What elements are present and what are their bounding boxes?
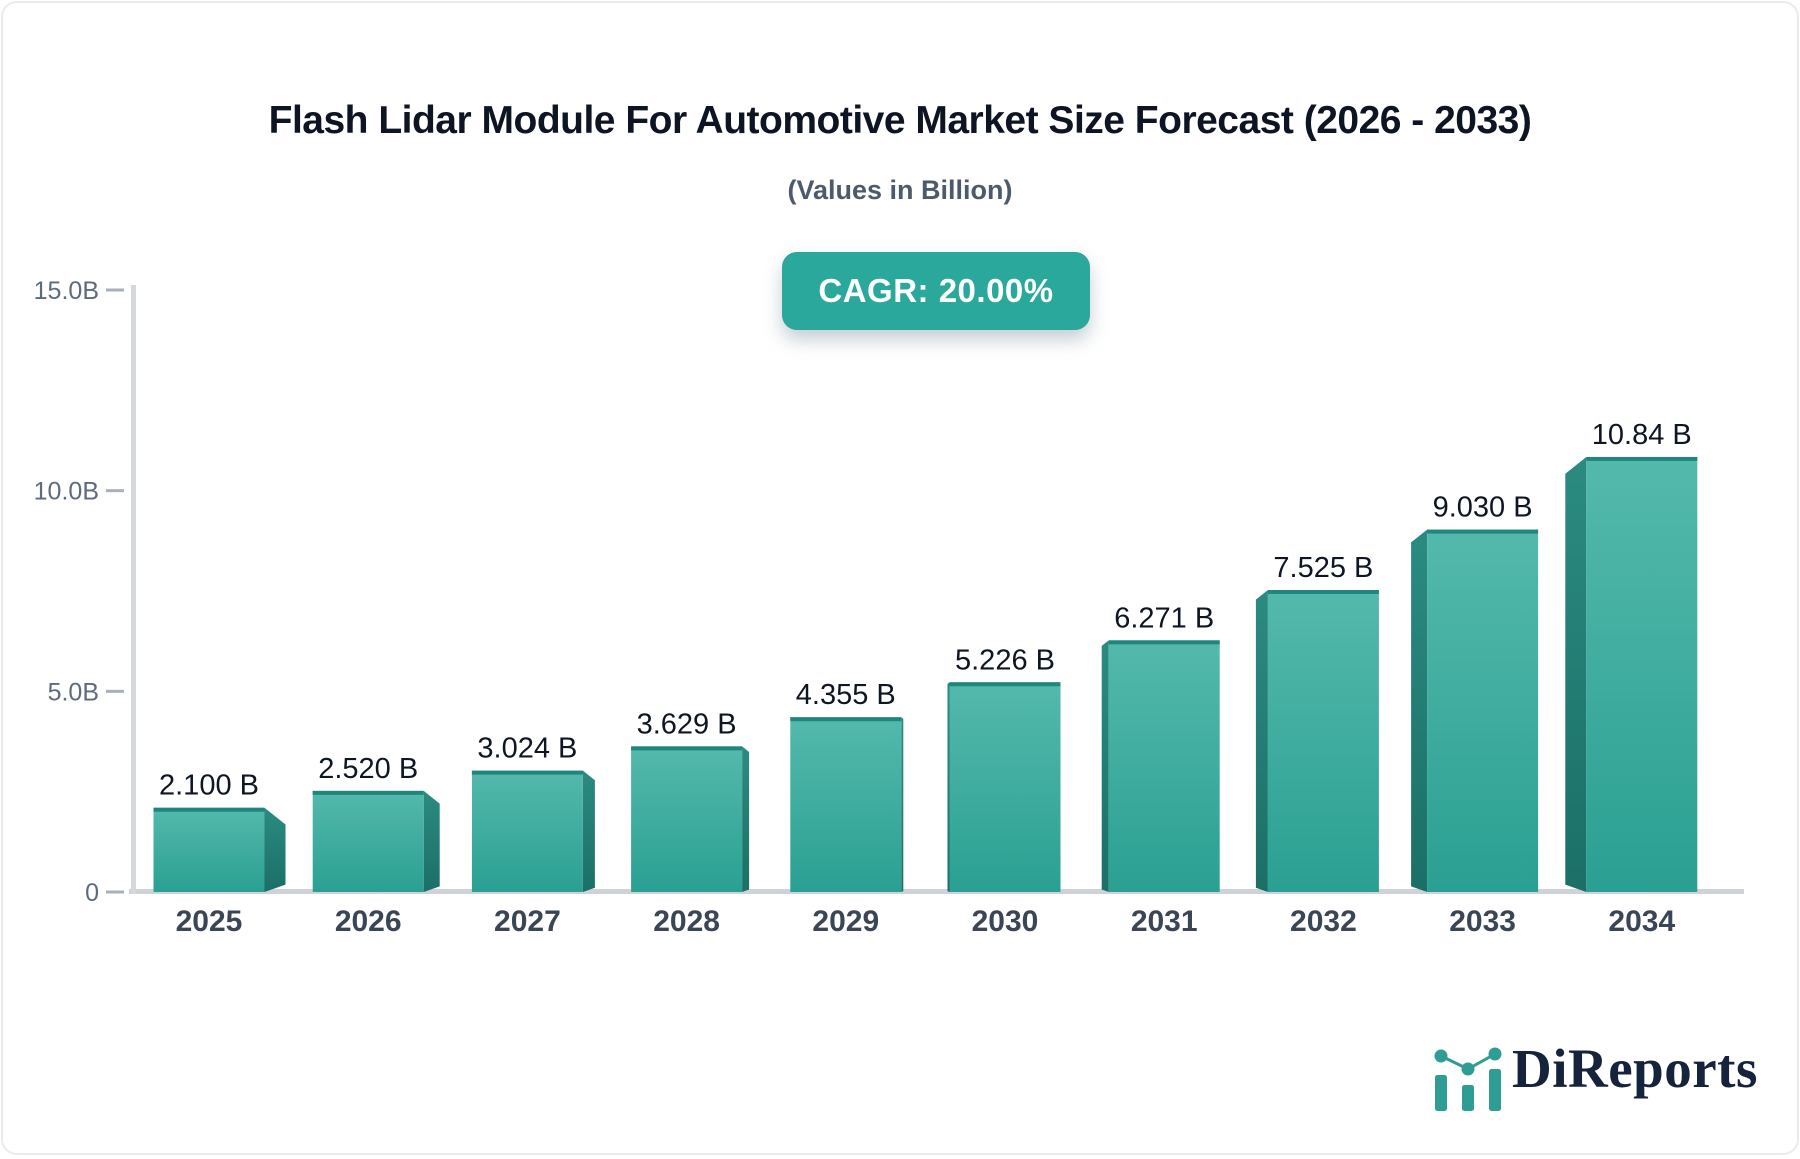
bar-top-edge bbox=[1108, 640, 1220, 645]
bar-group bbox=[1565, 456, 1698, 892]
bar-side-face bbox=[1565, 456, 1587, 892]
bar bbox=[153, 807, 265, 892]
y-tick-label: 10.0B bbox=[34, 478, 99, 506]
bar bbox=[631, 746, 743, 892]
bar bbox=[790, 717, 902, 892]
bar-group bbox=[312, 790, 440, 892]
y-tick-mark bbox=[106, 288, 124, 292]
bar-top-edge bbox=[471, 770, 583, 775]
bar-group bbox=[790, 717, 904, 892]
cagr-badge-label: CAGR: 20.00% bbox=[818, 272, 1054, 309]
y-tick-label: 15.0B bbox=[34, 277, 99, 305]
bar-value-label: 2.100 B bbox=[159, 770, 259, 802]
bar-top-edge bbox=[1586, 456, 1698, 461]
y-tick-label: 0 bbox=[85, 879, 99, 907]
x-tick-label: 2030 bbox=[972, 905, 1039, 938]
cagr-badge: CAGR: 20.00% bbox=[782, 252, 1090, 330]
x-tick-label: 2029 bbox=[812, 905, 879, 938]
logo-text: DiReports bbox=[1512, 1038, 1758, 1099]
bar-value-label: 3.024 B bbox=[477, 733, 577, 765]
bar bbox=[1427, 529, 1539, 892]
y-tick-mark bbox=[106, 689, 124, 693]
bar-top-edge bbox=[153, 807, 265, 812]
bar-series bbox=[153, 456, 1698, 892]
logo-dot bbox=[1434, 1049, 1448, 1063]
bar-side-face bbox=[1411, 529, 1428, 892]
bar bbox=[471, 770, 583, 892]
x-tick-label: 2032 bbox=[1290, 905, 1357, 938]
bar-top-edge bbox=[312, 790, 424, 795]
bar bbox=[949, 682, 1061, 892]
market-size-bar-chart: 0 5.0B 10.0B 15.0B 2.100 B 2025 2.520 B 2026 3.… bbox=[34, 277, 1744, 938]
bar-group bbox=[1255, 589, 1379, 892]
bar-side-face bbox=[264, 807, 286, 892]
bar-group bbox=[153, 807, 286, 892]
bar-side-face bbox=[901, 717, 904, 892]
x-tick-label: 2031 bbox=[1131, 905, 1198, 938]
bar bbox=[312, 790, 424, 892]
bar-group bbox=[1101, 640, 1220, 892]
y-axis-line bbox=[131, 285, 136, 894]
y-tick-label: 5.0B bbox=[48, 678, 99, 706]
y-tick-mark bbox=[106, 489, 124, 493]
logo-dot bbox=[1461, 1062, 1475, 1076]
bar-value-label: 10.84 B bbox=[1592, 419, 1692, 451]
axes: 0 5.0B 10.0B 15.0B bbox=[34, 277, 1744, 907]
x-axis-line bbox=[129, 889, 1744, 894]
bar bbox=[1108, 640, 1220, 892]
x-tick-label: 2027 bbox=[494, 905, 561, 938]
bar-chart-logo-icon bbox=[1434, 1047, 1502, 1111]
bar-group bbox=[631, 746, 750, 892]
bar-side-face bbox=[1255, 589, 1268, 892]
bar-top-edge bbox=[1427, 529, 1539, 534]
direports-logo: DiReports bbox=[1433, 1037, 1758, 1113]
bar-side-face bbox=[582, 770, 595, 892]
chart-subtitle: (Values in Billion) bbox=[787, 175, 1013, 205]
bar-group bbox=[947, 682, 1061, 892]
x-tick-label: 2034 bbox=[1608, 905, 1675, 938]
x-tick-label: 2033 bbox=[1449, 905, 1516, 938]
logo-dot bbox=[1488, 1047, 1502, 1061]
logo-bar bbox=[1489, 1069, 1501, 1111]
x-tick-label: 2026 bbox=[335, 905, 402, 938]
bar-side-face bbox=[742, 746, 750, 892]
logo-bar bbox=[1462, 1085, 1474, 1111]
bar-side-face bbox=[1101, 640, 1109, 892]
bar-side-face bbox=[947, 682, 950, 892]
bar-group bbox=[471, 770, 595, 892]
bar-group bbox=[1411, 529, 1539, 892]
bar-top-edge bbox=[790, 717, 902, 722]
logo-bar bbox=[1435, 1075, 1447, 1111]
bar-top-edge bbox=[949, 682, 1061, 687]
bar-value-label: 3.629 B bbox=[637, 708, 737, 740]
bar bbox=[1586, 456, 1698, 892]
page-title: Flash Lidar Module For Automotive Market… bbox=[268, 99, 1532, 142]
bar-value-label: 4.355 B bbox=[796, 679, 896, 711]
chart-labels: 2.100 B 2025 2.520 B 2026 3.024 B 2027 3.629 B… bbox=[159, 419, 1692, 938]
bar-value-label: 9.030 B bbox=[1433, 492, 1533, 524]
bar-value-label: 2.520 B bbox=[318, 753, 418, 785]
bar-top-edge bbox=[631, 746, 743, 751]
x-tick-label: 2025 bbox=[176, 905, 243, 938]
x-tick-label: 2028 bbox=[653, 905, 720, 938]
y-tick-mark bbox=[106, 890, 124, 894]
bar bbox=[1267, 589, 1379, 892]
bar-value-label: 5.226 B bbox=[955, 644, 1055, 676]
bar-value-label: 7.525 B bbox=[1273, 552, 1373, 584]
bar-side-face bbox=[423, 790, 440, 892]
bar-value-label: 6.271 B bbox=[1114, 602, 1214, 634]
bar-top-edge bbox=[1267, 589, 1379, 594]
